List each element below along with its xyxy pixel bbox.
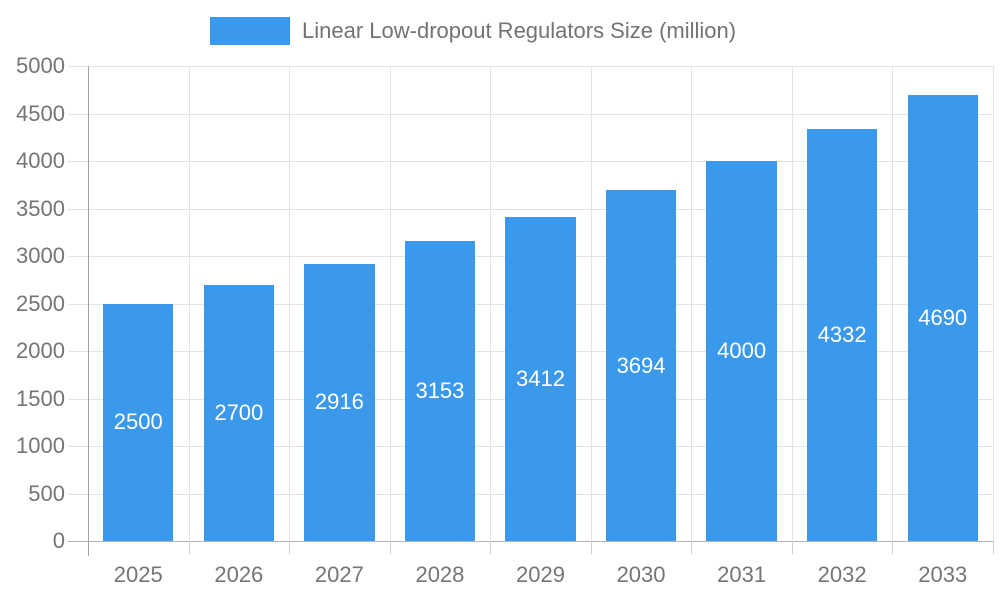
y-axis-tick-label: 1500 xyxy=(16,385,65,411)
bar-2028[interactable]: 3153 xyxy=(404,241,476,541)
x-axis-tick xyxy=(590,541,592,554)
bar-2033[interactable]: 4690 xyxy=(907,95,978,541)
y-axis-tick-label: 500 xyxy=(28,480,65,506)
x-axis-tick-label: 2028 xyxy=(415,562,465,587)
x-axis-tick-label: 2029 xyxy=(516,562,565,587)
bar-value-label: 2500 xyxy=(113,409,163,435)
x-axis-tick-label: 2031 xyxy=(717,562,767,587)
bar-2032[interactable]: 4332 xyxy=(806,129,878,541)
legend-item[interactable]: Linear Low-dropout Regulators Size (mill… xyxy=(210,17,736,45)
bar-2027[interactable]: 2916 xyxy=(304,263,375,541)
bar-value-label: 4000 xyxy=(717,338,767,363)
gridline-horizontal xyxy=(68,113,993,115)
gridline-vertical xyxy=(289,66,291,541)
x-axis-tick-label: 2027 xyxy=(314,562,364,587)
gridline-horizontal xyxy=(68,66,993,67)
y-axis-tick-label: 3000 xyxy=(16,243,65,268)
x-axis-tick-label: 2032 xyxy=(817,562,867,587)
bar-value-label: 2700 xyxy=(214,399,264,425)
gridline-vertical xyxy=(590,66,592,541)
y-axis-tick-label: 3500 xyxy=(16,195,65,221)
y-axis-tick-label: 4500 xyxy=(16,100,65,126)
y-axis-tick-label: 2000 xyxy=(16,338,65,363)
gridline-vertical xyxy=(490,66,492,541)
y-axis-tick-label: 5000 xyxy=(16,53,65,78)
legend-swatch-icon xyxy=(210,17,290,45)
bar-2031[interactable]: 4000 xyxy=(706,161,777,541)
gridline-vertical xyxy=(188,66,190,541)
x-axis-tick xyxy=(993,541,994,554)
x-axis-tick xyxy=(188,541,190,554)
x-axis-tick xyxy=(490,541,492,554)
gridline-vertical xyxy=(389,66,391,541)
gridline-vertical xyxy=(892,66,894,541)
y-axis-tick-label: 0 xyxy=(52,528,65,553)
bar-value-label: 3694 xyxy=(616,352,666,378)
legend-label: Linear Low-dropout Regulators Size (mill… xyxy=(302,18,737,43)
x-axis-tick-label: 2033 xyxy=(918,562,968,587)
x-axis-tick xyxy=(389,541,391,554)
bar-2029[interactable]: 3412 xyxy=(505,216,576,541)
gridline-vertical xyxy=(791,66,793,541)
x-axis-tick-label: 2030 xyxy=(616,562,666,587)
y-axis-line xyxy=(88,66,89,556)
y-axis-tick-label: 1000 xyxy=(16,433,65,458)
bar-value-label: 3412 xyxy=(516,365,565,391)
bar-2025[interactable]: 2500 xyxy=(103,303,174,541)
bar-value-label: 4332 xyxy=(817,322,867,348)
bar-value-label: 4690 xyxy=(918,305,968,331)
x-axis-tick-label: 2026 xyxy=(214,562,264,587)
y-axis-tick-label: 2500 xyxy=(16,290,65,316)
x-axis-tick xyxy=(691,541,693,554)
bar-2030[interactable]: 3694 xyxy=(605,190,677,541)
y-axis-tick-label: 4000 xyxy=(16,148,65,173)
x-axis-tick-label: 2025 xyxy=(113,562,163,587)
x-axis-tick xyxy=(289,541,291,554)
gridline-horizontal xyxy=(68,161,993,162)
x-axis-baseline xyxy=(68,541,993,542)
gridline-vertical xyxy=(691,66,693,541)
bar-2026[interactable]: 2700 xyxy=(203,284,274,541)
x-axis-tick xyxy=(892,541,894,554)
gridline-vertical xyxy=(993,66,994,541)
bar-value-label: 2916 xyxy=(314,389,364,415)
gridline-horizontal xyxy=(68,208,993,210)
bar-value-label: 3153 xyxy=(415,378,465,404)
x-axis-tick xyxy=(791,541,793,554)
